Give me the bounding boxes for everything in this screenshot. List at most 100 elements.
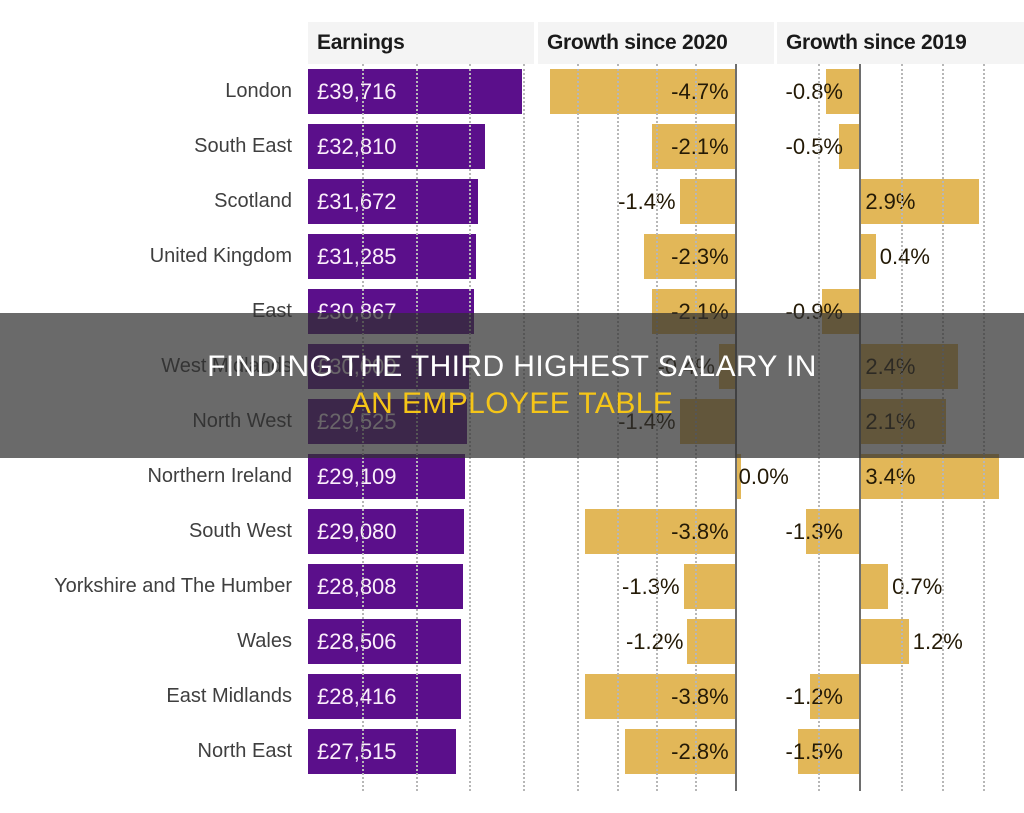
earnings-bar: £28,808	[308, 564, 463, 609]
growth-2020-bar	[683, 564, 735, 609]
earnings-value: £27,515	[317, 738, 397, 764]
growth-2019-cell: -1.3%	[777, 504, 1024, 559]
earnings-value: £28,416	[317, 683, 397, 709]
growth-2019-cell: 0.4%	[777, 229, 1024, 284]
growth-2019-value: -0.8%	[785, 78, 843, 104]
row-label: United Kingdom	[149, 245, 292, 267]
chart-row: East Midlands £28,416 -3.8% -1.2%	[0, 669, 1024, 724]
chart-row: South West £29,080 -3.8% -1.3%	[0, 504, 1024, 559]
row-label: South East	[194, 135, 292, 157]
row-label: South West	[188, 520, 292, 542]
chart-row: Yorkshire and The Humber £28,808 -1.3% 0.7%	[0, 559, 1024, 614]
growth-2020-value: -1.4%	[618, 188, 676, 214]
chart-row: Scotland £31,672 -1.4% 2.9%	[0, 174, 1024, 229]
growth-2019-bar	[859, 619, 909, 664]
earnings-bar: £28,416	[308, 674, 461, 719]
earnings-cell: £32,810	[308, 119, 534, 174]
growth-2019-bar: 2.9%	[859, 179, 979, 224]
growth-2020-cell: 0.0%	[538, 449, 789, 504]
growth-2019-value: 0.7%	[892, 573, 943, 599]
earnings-value: £32,810	[317, 133, 397, 159]
row-label: Scotland	[214, 190, 292, 212]
chart-row: North East £27,515 -2.8% -1.5%	[0, 724, 1024, 779]
growth-2020-cell: -2.8%	[538, 724, 774, 779]
row-label: Yorkshire and The Humber	[54, 575, 292, 597]
caption-line-1: FINDING THE THIRD HIGHEST SALARY IN	[207, 350, 817, 383]
growth-2019-bar	[838, 124, 860, 169]
growth-2020-value: -2.1%	[671, 133, 729, 159]
earnings-bar: £27,515	[308, 729, 457, 774]
growth-2020-bar	[687, 619, 735, 664]
row-label: East Midlands	[166, 685, 292, 707]
growth-2019-value: -1.3%	[785, 518, 843, 544]
earnings-cell: £28,506	[308, 614, 534, 669]
growth-2019-value: -1.2%	[785, 683, 843, 709]
earnings-value: £28,808	[317, 573, 397, 599]
row-label: Wales	[237, 630, 292, 652]
growth-2020-bar: -2.8%	[624, 729, 735, 774]
growth-2019-cell: -0.8%	[777, 64, 1024, 119]
growth-2020-cell: -1.4%	[538, 174, 774, 229]
earnings-cell: £28,416	[308, 669, 534, 724]
earnings-value: £31,285	[317, 243, 397, 269]
row-label: London	[225, 80, 292, 102]
growth-2020-bar: -3.8%	[585, 674, 735, 719]
growth-2020-value: -1.3%	[622, 573, 680, 599]
earnings-bar: £28,506	[308, 619, 462, 664]
column-header-earnings: Earnings	[308, 22, 534, 64]
earnings-bar: £29,109	[308, 454, 465, 499]
growth-2019-value: 3.4%	[865, 463, 916, 489]
growth-2019-cell: -1.5%	[777, 724, 1024, 779]
column-header-growth-2020: Growth since 2020	[538, 22, 774, 64]
growth-2019-bar	[797, 729, 860, 774]
growth-2019-cell: 2.9%	[777, 174, 1024, 229]
earnings-value: £29,080	[317, 518, 397, 544]
growth-2019-bar	[859, 234, 876, 279]
earnings-cell: £29,109	[308, 449, 534, 504]
earnings-value: £28,506	[317, 628, 397, 654]
earnings-bar: £31,672	[308, 179, 479, 224]
earnings-cell: £28,808	[308, 559, 534, 614]
growth-2019-bar	[859, 564, 889, 609]
growth-2020-value: 0.0%	[738, 463, 789, 489]
growth-2019-value: 1.2%	[912, 628, 963, 654]
growth-2019-cell: 0.7%	[777, 559, 1024, 614]
growth-2019-value: 2.9%	[865, 188, 916, 214]
growth-2019-bar	[826, 69, 860, 114]
growth-2020-bar: -4.7%	[549, 69, 735, 114]
earnings-value: £39,716	[317, 78, 397, 104]
growth-2020-cell: -4.7%	[538, 64, 774, 119]
caption-line-2: AN EMPLOYEE TABLE	[350, 386, 674, 420]
column-header-row: Earnings Growth since 2020 Growth since …	[0, 22, 1024, 64]
growth-2019-bar	[809, 674, 860, 719]
growth-2019-cell: -1.2%	[777, 669, 1024, 724]
earnings-cell: £31,672	[308, 174, 534, 229]
growth-2020-cell: -3.8%	[538, 504, 774, 559]
earnings-bar: £32,810	[308, 124, 485, 169]
growth-2019-value: -0.5%	[785, 133, 843, 159]
growth-2019-value: 0.4%	[879, 243, 930, 269]
chart-row: Northern Ireland £29,109 0.0% 3.4%	[0, 449, 1024, 504]
growth-2020-bar: -2.3%	[644, 234, 735, 279]
chart-row: United Kingdom £31,285 -2.3% 0.4%	[0, 229, 1024, 284]
growth-2019-value: -1.5%	[785, 738, 843, 764]
growth-2020-cell: -1.2%	[538, 614, 774, 669]
growth-2019-cell: -0.5%	[777, 119, 1024, 174]
row-label: Northern Ireland	[147, 465, 292, 487]
earnings-cell: £27,515	[308, 724, 534, 779]
earnings-bar: £29,080	[308, 509, 465, 554]
growth-2020-value: -2.3%	[671, 243, 729, 269]
chart-row: South East £32,810 -2.1% -0.5%	[0, 119, 1024, 174]
growth-2020-value: -4.7%	[671, 78, 729, 104]
growth-2020-value: -2.8%	[671, 738, 729, 764]
earnings-value: £31,672	[317, 188, 397, 214]
growth-2020-cell: -2.1%	[538, 119, 774, 174]
caption-overlay: FINDING THE THIRD HIGHEST SALARY IN AN E…	[0, 313, 1024, 458]
earnings-cell: £31,285	[308, 229, 534, 284]
earnings-cell: £29,080	[308, 504, 534, 559]
growth-2019-bar	[805, 509, 860, 554]
earnings-bar: £39,716	[308, 69, 522, 114]
growth-2020-bar: -2.1%	[652, 124, 735, 169]
growth-2019-cell: 3.4%	[777, 449, 1024, 504]
